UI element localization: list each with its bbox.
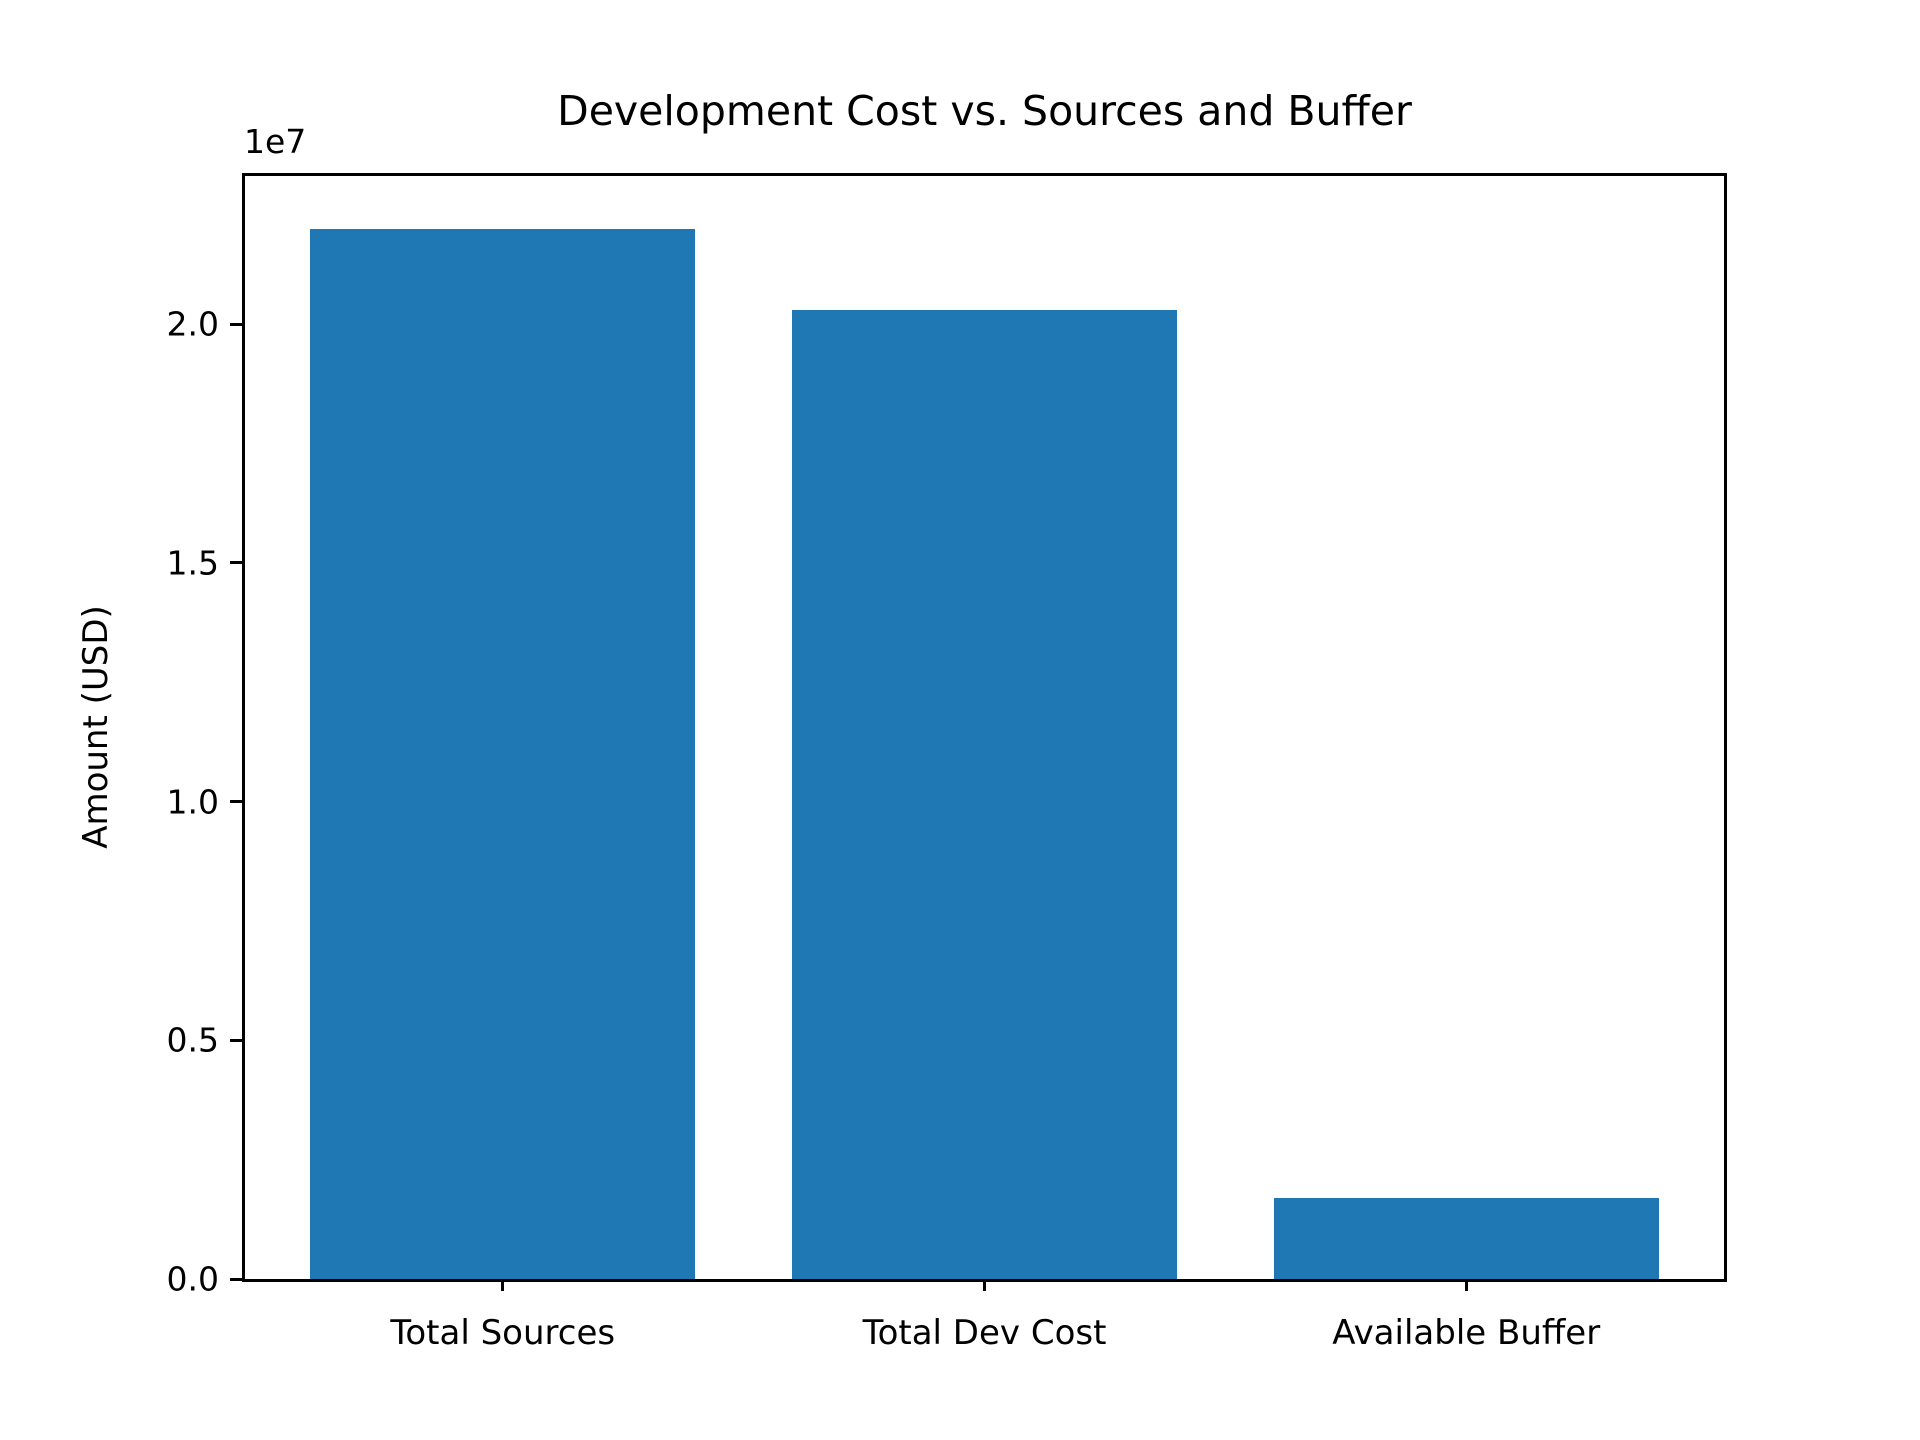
y-axis-label: Amount (USD)	[76, 605, 116, 849]
x-axis-tick-label: Total Dev Cost	[862, 1313, 1107, 1353]
y-axis-offset-label: 1e7	[244, 122, 307, 161]
x-axis-tick	[1464, 1279, 1468, 1291]
x-axis-tick-label: Available Buffer	[1332, 1313, 1601, 1353]
y-axis-tick	[230, 561, 242, 565]
x-axis-tick	[501, 1279, 505, 1291]
y-axis-tick	[230, 1277, 242, 1281]
plot-area: 0.0 0.5 1.0 1.5 2.0 Total Sources Total Dev Co…	[167, 173, 1727, 1353]
y-axis-tick-label: 2.0	[166, 304, 219, 344]
bar-total-dev-cost	[791, 309, 1178, 1279]
y-axis-tick	[230, 322, 242, 326]
chart-title: Development Cost vs. Sources and Buffer	[557, 87, 1412, 135]
y-axis-tick-label: 0.5	[166, 1020, 219, 1060]
y-axis-tick-label: 0.0	[166, 1259, 219, 1299]
bar-total-sources	[310, 228, 696, 1279]
y-axis-tick-label: 1.0	[166, 782, 219, 821]
y-axis-tick	[230, 800, 242, 803]
y-axis-tick	[230, 1038, 242, 1042]
y-axis-tick-label: 1.5	[166, 543, 219, 583]
x-axis-tick-label: Total Sources	[390, 1313, 616, 1353]
x-axis-tick	[983, 1279, 986, 1291]
bar-available-buffer	[1273, 1197, 1659, 1279]
